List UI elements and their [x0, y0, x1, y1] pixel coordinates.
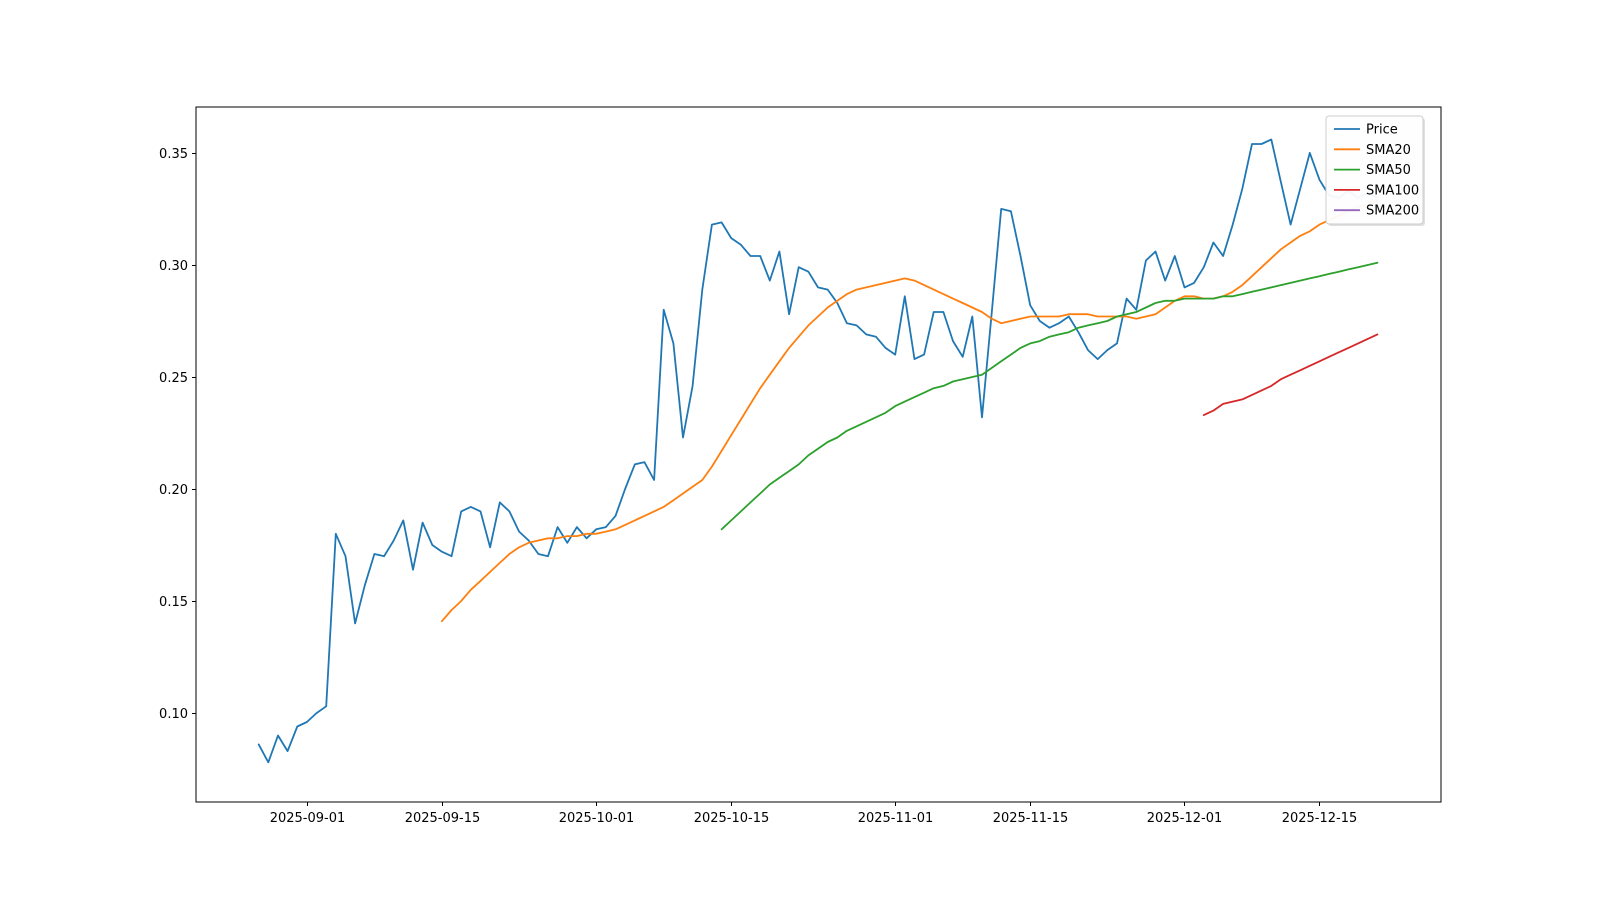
- x-tick-label: 2025-12-15: [1282, 811, 1358, 826]
- x-tick-label: 2025-11-15: [993, 811, 1069, 826]
- y-tick-label: 0.25: [159, 371, 188, 386]
- y-tick-label: 0.30: [159, 259, 188, 274]
- legend-label-sma100: SMA100: [1366, 183, 1419, 198]
- legend-label-price: Price: [1366, 123, 1398, 138]
- series-line-price: [257, 138, 1379, 764]
- legend-box: [1325, 115, 1424, 225]
- y-tick-label: 0.15: [159, 595, 188, 610]
- x-tick-label: 2025-11-01: [858, 811, 934, 826]
- y-tick-label: 0.10: [159, 707, 188, 722]
- series-line-sma50: [720, 261, 1379, 531]
- x-tick-label: 2025-09-01: [270, 811, 346, 826]
- series-line-sma20: [440, 199, 1379, 623]
- x-tick-label: 2025-09-15: [405, 811, 481, 826]
- y-tick-label: 0.20: [159, 483, 188, 498]
- plot-area-border: [195, 106, 1442, 803]
- series-line-sma100: [1202, 333, 1379, 417]
- y-tick-label: 0.35: [159, 147, 188, 162]
- legend-label-sma20: SMA20: [1366, 143, 1411, 158]
- x-tick-label: 2025-10-01: [559, 811, 635, 826]
- legend-label-sma200: SMA200: [1366, 204, 1419, 219]
- legend-label-sma50: SMA50: [1366, 163, 1411, 178]
- x-tick-label: 2025-10-15: [694, 811, 770, 826]
- x-tick-label: 2025-12-01: [1147, 811, 1223, 826]
